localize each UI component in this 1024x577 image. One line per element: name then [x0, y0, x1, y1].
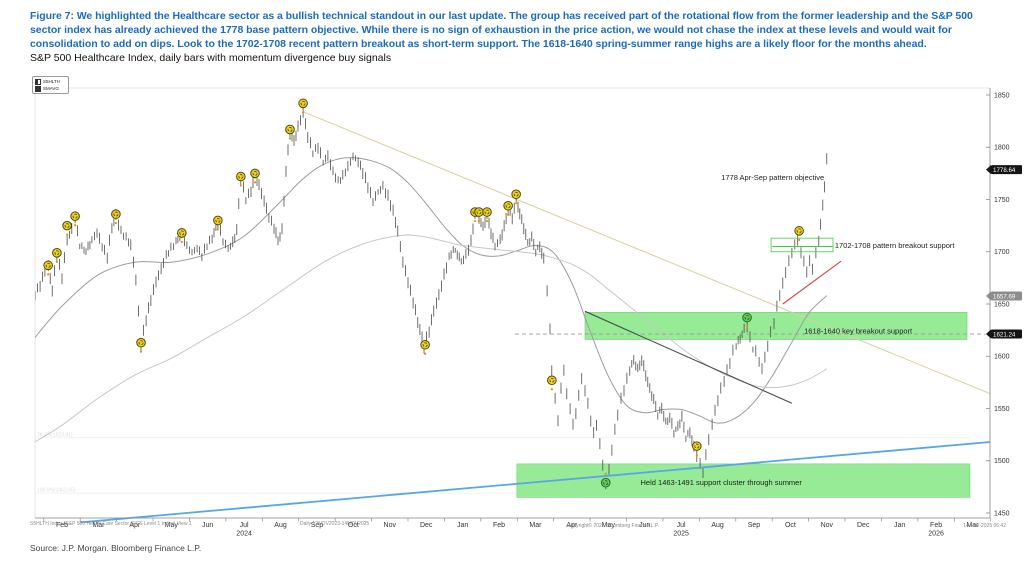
- trendline-blue-support: [80, 441, 990, 524]
- chart-annotations: 1778 Apr-Sep pattern objective 1702-1708 …: [641, 173, 956, 487]
- svg-text:1778 Apr-Sep pattern objective: 1778 Apr-Sep pattern objective: [721, 173, 824, 182]
- moving-averages: [35, 157, 828, 443]
- svg-text:Jan: Jan: [457, 522, 468, 529]
- svg-text:Jun: Jun: [639, 522, 650, 529]
- svg-text:1618-1640 key breakout support: 1618-1640 key breakout support: [804, 327, 913, 336]
- svg-text:Dec: Dec: [857, 522, 870, 529]
- footer-date-range: Daily 12NOV2023-14NOV2025: [300, 521, 370, 527]
- svg-text:Dec: Dec: [420, 522, 433, 529]
- svg-text:2025: 2025: [673, 531, 689, 538]
- svg-text:May: May: [602, 522, 616, 529]
- svg-text:Held 1463-1491 support cluster: Held 1463-1491 support cluster through s…: [641, 478, 803, 487]
- chart-legend: S5HLTH SMAVG: [32, 76, 69, 94]
- svg-text:May: May: [165, 522, 179, 529]
- support-zones: [516, 312, 971, 498]
- source-line: Source: J.P. Morgan. Bloomberg Finance L…: [30, 543, 202, 553]
- svg-text:Feb: Feb: [930, 522, 942, 529]
- svg-text:2026: 2026: [928, 531, 944, 538]
- svg-text:Feb: Feb: [56, 522, 68, 529]
- caption-line-3: consolidation to add on dips. Look to th…: [30, 38, 927, 50]
- caption-line-2: sector index has already achieved the 17…: [30, 24, 952, 36]
- trendline-red-short-term: [782, 260, 842, 305]
- chart-subtitle: S&P 500 Healthcare Index, daily bars wit…: [30, 52, 392, 64]
- svg-text:100.0%(1462.65): 100.0%(1462.65): [37, 488, 76, 494]
- caption-line-1: Figure 7: We highlighted the Healthcare …: [30, 10, 973, 22]
- svg-text:Apr: Apr: [129, 522, 141, 529]
- legend-item-price: S5HLTH: [35, 78, 66, 85]
- svg-text:78.6%(1523.41): 78.6%(1523.41): [37, 432, 73, 438]
- legend-label: S5HLTH: [43, 79, 60, 84]
- svg-text:1702-1708 pattern breakout sup: 1702-1708 pattern breakout support: [835, 241, 956, 250]
- breakout-pattern-box: [770, 237, 834, 253]
- footer-timestamp: 14-Nov-2025 06:42: [963, 523, 1006, 529]
- trendline-neckline: [584, 310, 793, 404]
- x-axis: Feb Mar Apr May Jun Jul Aug Sep Oct Nov Dec Jan Feb M…: [35, 517, 992, 538]
- svg-text:1650: 1650: [994, 301, 1010, 308]
- legend-label: SMAVG: [43, 86, 59, 91]
- svg-text:Mar: Mar: [966, 522, 979, 529]
- svg-text:Jul: Jul: [677, 522, 686, 529]
- svg-text:Feb: Feb: [493, 522, 505, 529]
- svg-text:Aug: Aug: [274, 522, 287, 529]
- footer-copyright: Copyright© 2025 Bloomberg Finance L.P.: [567, 523, 659, 529]
- legend-item-smavg: SMAVG: [35, 85, 66, 92]
- svg-text:Sep: Sep: [748, 522, 761, 529]
- svg-text:1700: 1700: [994, 249, 1010, 256]
- plot-frame: [34, 87, 991, 519]
- svg-text:1450: 1450: [994, 510, 1010, 517]
- svg-text:1800: 1800: [994, 145, 1010, 152]
- svg-text:Nov: Nov: [384, 522, 397, 529]
- footer-ticker-description: S5HLTH Index (S&P 500 Health Care Sector…: [30, 521, 192, 527]
- svg-text:1850: 1850: [994, 92, 1010, 99]
- svg-text:1657.69: 1657.69: [993, 293, 1016, 300]
- y-axis: 1850 1800 1750 1700 1650 1600 1550 1500 1450: [986, 88, 1010, 518]
- svg-text:Oct: Oct: [348, 522, 359, 529]
- svg-text:Jul: Jul: [240, 522, 249, 529]
- buy-signal-markers: [43, 98, 804, 488]
- svg-text:Jan: Jan: [894, 522, 905, 529]
- axis-price-badges: 1778.64 1657.69 1621.24: [986, 165, 1022, 339]
- svg-text:Aug: Aug: [711, 522, 724, 529]
- svg-text:Sep: Sep: [311, 522, 324, 529]
- svg-text:Mar: Mar: [529, 522, 542, 529]
- smavg-swatch-icon: [35, 85, 41, 92]
- svg-text:Apr: Apr: [566, 522, 578, 529]
- svg-text:1550: 1550: [994, 406, 1010, 413]
- svg-text:1750: 1750: [994, 197, 1010, 204]
- figure-caption: Figure 7: We highlighted the Healthcare …: [30, 9, 1010, 51]
- svg-text:Mar: Mar: [92, 522, 105, 529]
- svg-text:2024: 2024: [236, 531, 252, 538]
- trendline-descending-resistance: [302, 111, 990, 395]
- svg-text:Oct: Oct: [785, 522, 796, 529]
- svg-text:Nov: Nov: [821, 522, 834, 529]
- svg-text:1500: 1500: [994, 458, 1010, 465]
- svg-text:Jun: Jun: [202, 522, 213, 529]
- svg-text:1600: 1600: [994, 354, 1010, 361]
- price-bar-swatch-icon: [35, 78, 41, 85]
- svg-text:1621.24: 1621.24: [993, 331, 1016, 338]
- svg-text:1778.64: 1778.64: [993, 167, 1016, 174]
